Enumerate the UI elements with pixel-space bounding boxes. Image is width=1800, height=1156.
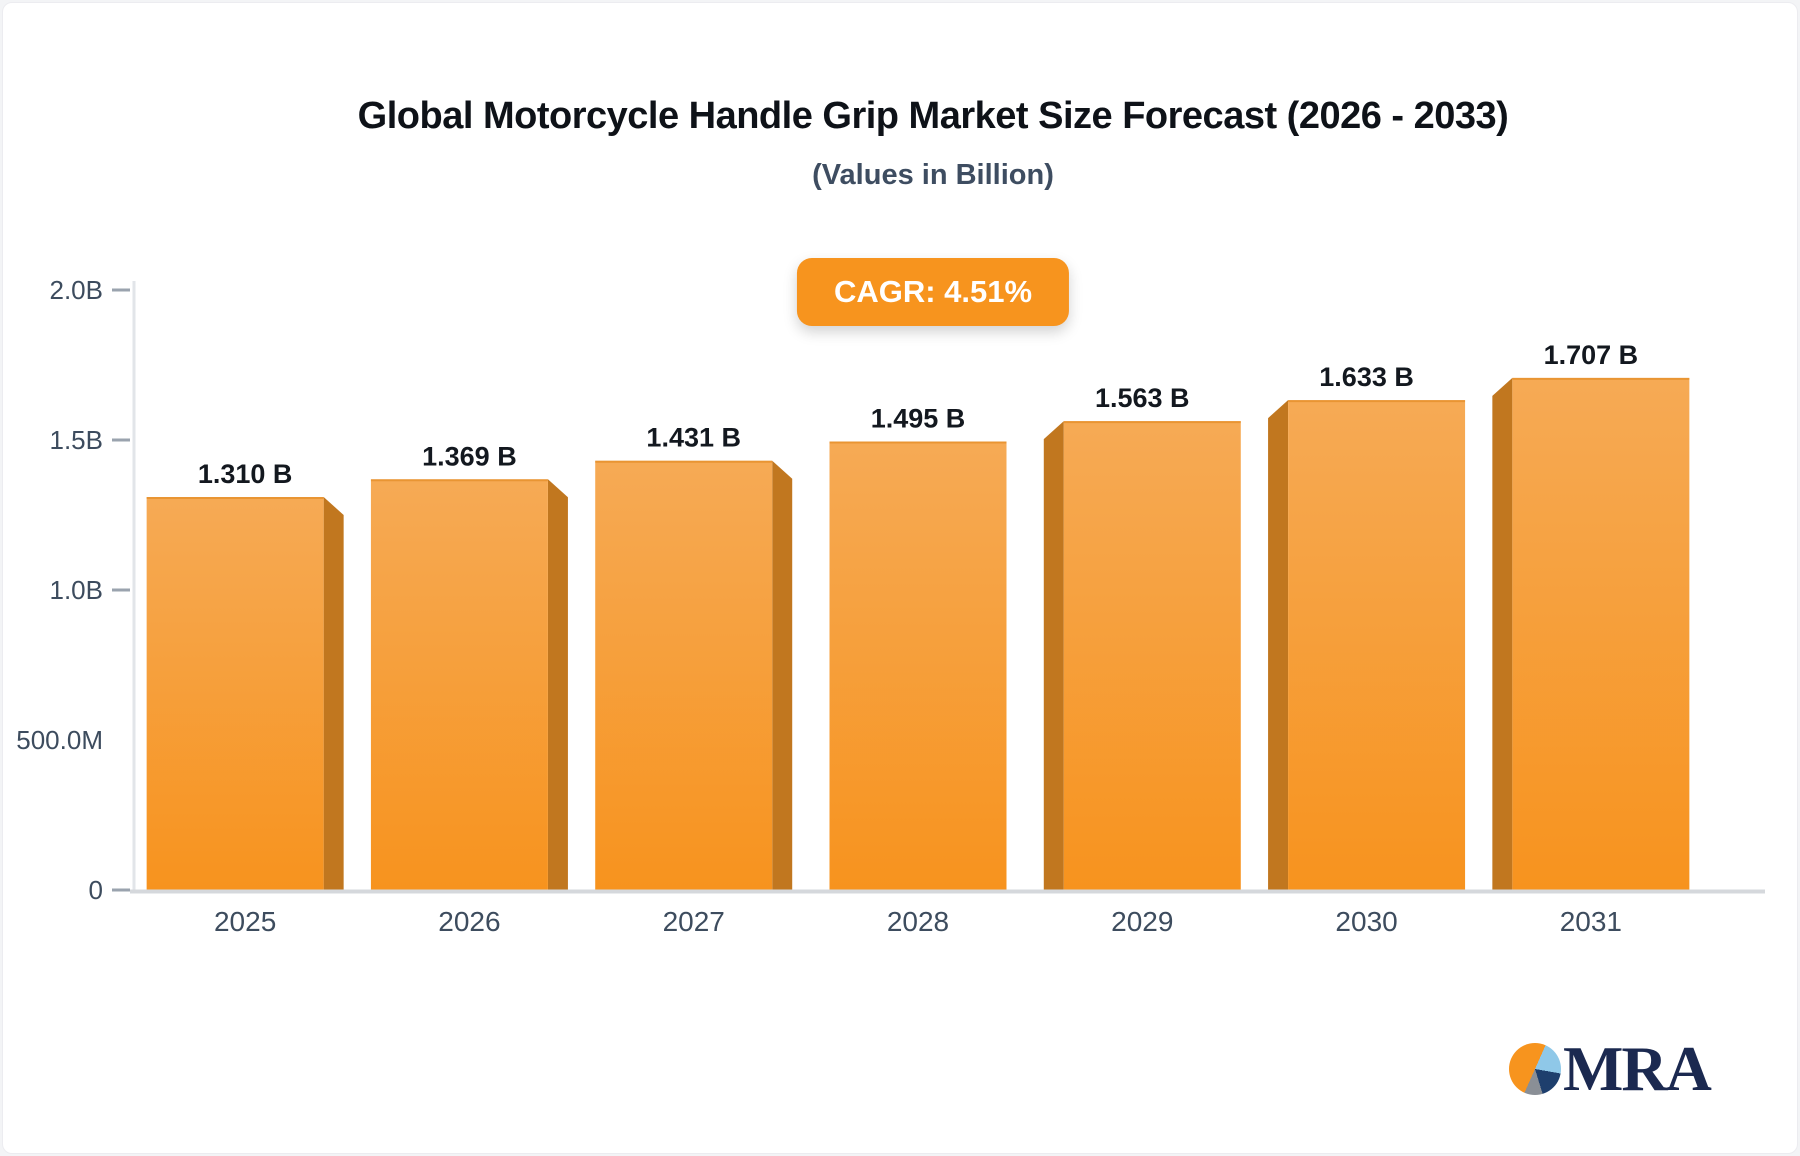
y-axis-label: 2.0B: [50, 275, 104, 305]
x-axis-label: 2025: [214, 906, 276, 937]
bar-value-label: 1.563 B: [1095, 383, 1190, 413]
brand-logo-text: MRA: [1563, 1033, 1712, 1104]
y-axis-label: 500.0M: [16, 725, 103, 755]
bar-2028[interactable]: [829, 441, 1007, 891]
y-axis-label: 0: [89, 875, 103, 905]
bar-2025[interactable]: [146, 497, 324, 890]
y-axis-label: 1.0B: [50, 575, 104, 605]
bar-2027[interactable]: [595, 460, 773, 890]
bar-value-label: 1.369 B: [422, 441, 517, 471]
x-axis-label: 2029: [1111, 906, 1173, 937]
bar-2029[interactable]: [1063, 421, 1241, 890]
bar-chart: 2.0B 1.5B 1.0B 500.0M 0 1.310 B 2025 1.369 B 202…: [16, 275, 1765, 937]
bar-value-label: 1.310 B: [198, 459, 293, 489]
bar-2026[interactable]: [370, 479, 548, 890]
bar-2030[interactable]: [1288, 400, 1466, 890]
bar-value-label: 1.431 B: [646, 423, 741, 453]
bar-side: [323, 497, 344, 890]
bar-2031[interactable]: [1512, 377, 1690, 890]
y-axis-label: 1.5B: [50, 425, 104, 455]
bar-side: [1268, 400, 1289, 890]
bar-value-label: 1.495 B: [871, 404, 966, 434]
x-axis-label: 2030: [1335, 906, 1397, 937]
bar-side: [1043, 421, 1064, 890]
bar-side: [547, 479, 568, 890]
bar-side: [772, 460, 793, 890]
x-axis-label: 2031: [1560, 906, 1622, 937]
x-axis-label: 2027: [663, 906, 725, 937]
brand-logo: MRA: [1509, 1033, 1712, 1104]
bar-value-label: 1.633 B: [1319, 362, 1414, 392]
chart-title: Global Motorcycle Handle Grip Market Siz…: [357, 95, 1509, 137]
chart-subtitle: (Values in Billion): [812, 159, 1054, 191]
x-axis-label: 2026: [438, 906, 500, 937]
bar-value-label: 1.707 B: [1544, 340, 1639, 370]
cagr-badge: CAGR: 4.51%: [796, 258, 1070, 326]
pie-chart-logo-icon: [1509, 1043, 1561, 1095]
bar-side: [1492, 377, 1513, 890]
x-axis-label: 2028: [887, 906, 949, 937]
